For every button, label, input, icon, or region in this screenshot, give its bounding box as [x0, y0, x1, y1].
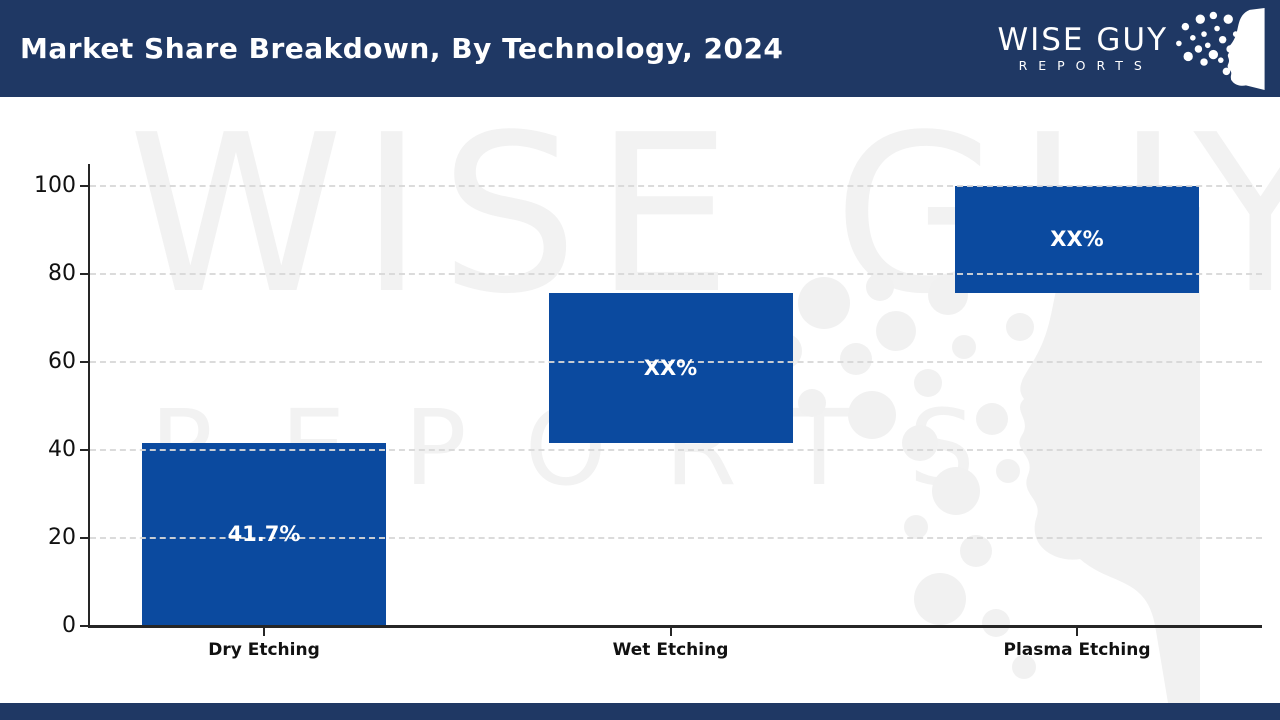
y-tick-label: 0 — [62, 613, 76, 638]
x-category-label: Wet Etching — [612, 640, 729, 660]
brand-name: WISE GUY — [997, 21, 1168, 58]
y-axis-line — [88, 164, 90, 627]
x-tick-mark — [1076, 628, 1078, 636]
x-tick-mark — [669, 628, 672, 636]
brand-logo: WISE GUY REPORTS — [997, 7, 1266, 90]
bar-value-label: 41.7% — [227, 522, 301, 547]
y-tick-mark — [80, 361, 88, 363]
brand-face-icon — [1176, 7, 1265, 90]
bar-wet-etching — [548, 292, 793, 443]
y-tick-label: 60 — [48, 349, 76, 374]
y-tick-label: 40 — [48, 437, 76, 462]
bar-plasma-etching — [955, 186, 1199, 293]
y-tick-label: 100 — [34, 173, 76, 198]
brand-logo-text: WISE GUY REPORTS — [997, 24, 1168, 74]
watermark-face-icon — [766, 207, 1200, 703]
y-tick-mark — [80, 185, 88, 187]
x-category-label: Plasma Etching — [1003, 640, 1151, 660]
header-bar: Market Share Breakdown, By Technology, 2… — [0, 0, 1280, 97]
x-category-label: Dry Etching — [208, 640, 320, 660]
gridline-y-80 — [90, 273, 1262, 275]
footer-bar — [0, 703, 1280, 720]
y-tick-mark — [80, 625, 88, 627]
y-tick-mark — [80, 537, 88, 539]
gridline-y-20 — [90, 537, 1262, 539]
bar-value-label: XX% — [1050, 227, 1104, 252]
y-tick-mark — [80, 449, 88, 451]
x-axis-line — [88, 625, 1262, 628]
y-tick-label: 20 — [48, 525, 76, 550]
gridline-y-60 — [90, 361, 1262, 363]
gridline-y-100 — [90, 185, 1262, 187]
bar-value-label: XX% — [643, 355, 698, 380]
gridline-y-40 — [90, 449, 1262, 451]
bar-dry-etching — [142, 442, 386, 626]
y-tick-mark — [80, 273, 88, 275]
x-tick-mark — [263, 628, 265, 636]
brand-subname: REPORTS — [1018, 58, 1153, 74]
y-tick-label: 80 — [48, 261, 76, 286]
page-title: Market Share Breakdown, By Technology, 2… — [20, 32, 784, 65]
